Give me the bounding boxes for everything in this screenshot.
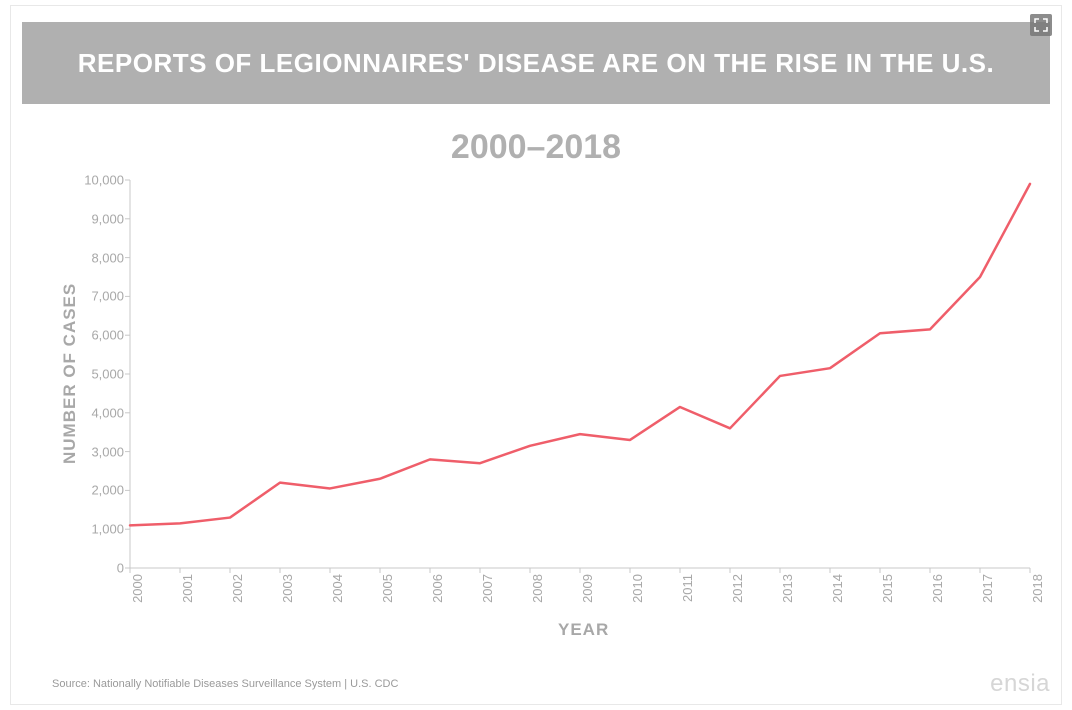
y-tick-label: 4,000	[91, 405, 124, 420]
line-chart-svg	[130, 180, 1030, 568]
x-tick-label: 2012	[730, 574, 745, 603]
chart-title: REPORTS OF LEGIONNAIRES' DISEASE ARE ON …	[78, 48, 994, 79]
y-axis-title: NUMBER OF CASES	[60, 283, 80, 464]
x-tick-label: 2002	[230, 574, 245, 603]
y-tick-label: 5,000	[91, 367, 124, 382]
x-tick-label: 2001	[180, 574, 195, 603]
x-tick-label: 2009	[580, 574, 595, 603]
x-tick-label: 2017	[980, 574, 995, 603]
chart-subtitle: 2000–2018	[0, 128, 1072, 167]
y-tick-label: 8,000	[91, 250, 124, 265]
y-tick-label: 2,000	[91, 483, 124, 498]
x-tick-label: 2014	[830, 574, 845, 603]
expand-button[interactable]	[1030, 14, 1052, 36]
x-tick-label: 2013	[780, 574, 795, 603]
x-tick-label: 2015	[880, 574, 895, 603]
x-tick-label: 2008	[530, 574, 545, 603]
x-tick-label: 2004	[330, 574, 345, 603]
x-tick-label: 2007	[480, 574, 495, 603]
y-tick-label: 6,000	[91, 328, 124, 343]
chart-plot-area: 01,0002,0003,0004,0005,0006,0007,0008,00…	[130, 180, 1030, 568]
x-tick-label: 2010	[630, 574, 645, 603]
x-tick-label: 2011	[680, 574, 695, 602]
x-tick-label: 2005	[380, 574, 395, 603]
x-tick-label: 2000	[130, 574, 145, 603]
x-tick-label: 2006	[430, 574, 445, 603]
y-tick-label: 9,000	[91, 211, 124, 226]
source-attribution: Source: Nationally Notifiable Diseases S…	[52, 678, 398, 690]
y-tick-label: 3,000	[91, 444, 124, 459]
expand-icon	[1034, 18, 1048, 32]
brand-logo: ensia	[990, 670, 1050, 698]
x-tick-label: 2003	[280, 574, 295, 603]
y-tick-label: 7,000	[91, 289, 124, 304]
x-tick-label: 2018	[1030, 574, 1045, 603]
y-tick-label: 10,000	[84, 173, 124, 188]
y-tick-label: 1,000	[91, 522, 124, 537]
title-bar: REPORTS OF LEGIONNAIRES' DISEASE ARE ON …	[22, 22, 1050, 104]
x-tick-label: 2016	[930, 574, 945, 603]
x-axis-title: YEAR	[558, 620, 609, 640]
y-tick-label: 0	[117, 561, 124, 576]
